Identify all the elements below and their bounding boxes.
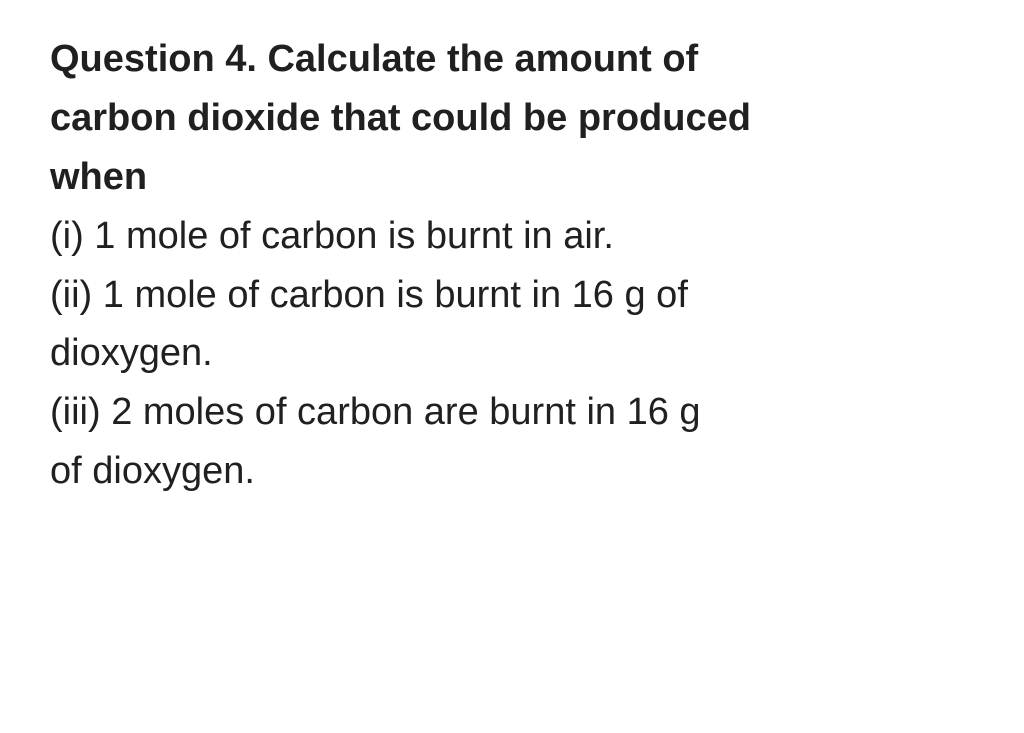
item-ii-line2: dioxygen. [50, 324, 974, 383]
item-iii-line2: of dioxygen. [50, 442, 974, 501]
question-heading-line2: carbon dioxide that could be produced [50, 89, 974, 148]
question-label: Question 4. [50, 38, 267, 80]
question-container: Question 4. Calculate the amount of carb… [50, 30, 974, 501]
question-heading-text1: Calculate the amount of [267, 38, 698, 80]
item-ii-line1: (ii) 1 mole of carbon is burnt in 16 g o… [50, 266, 974, 325]
question-heading-line3: when [50, 148, 974, 207]
item-i-line1: (i) 1 mole of carbon is burnt in air. [50, 207, 974, 266]
question-heading-line1: Question 4. Calculate the amount of [50, 30, 974, 89]
item-iii-line1: (iii) 2 moles of carbon are burnt in 16 … [50, 383, 974, 442]
